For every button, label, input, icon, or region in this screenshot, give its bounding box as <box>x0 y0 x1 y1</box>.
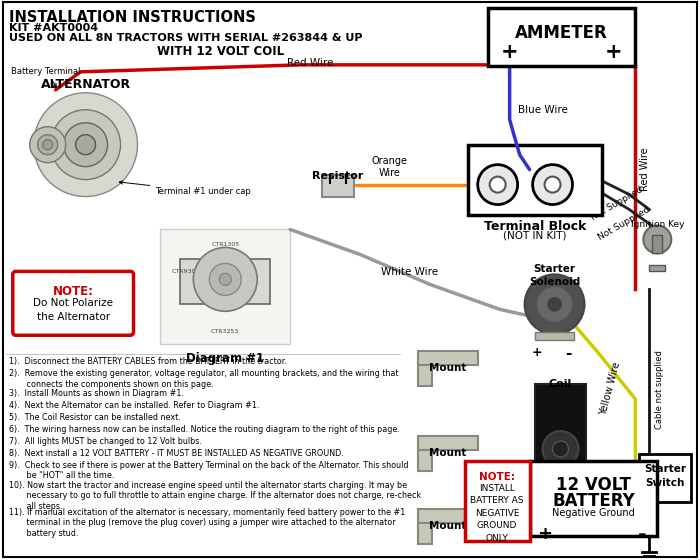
Bar <box>160 230 290 344</box>
Circle shape <box>533 165 573 204</box>
Bar <box>650 265 665 272</box>
Text: Yellow Wire: Yellow Wire <box>598 361 622 417</box>
Circle shape <box>29 127 66 162</box>
Text: Ignition Key: Ignition Key <box>631 220 684 228</box>
Text: USED ON ALL 8N TRACTORS WITH SERIAL #263844 & UP: USED ON ALL 8N TRACTORS WITH SERIAL #263… <box>9 33 363 43</box>
Text: 1).  Disconnect the BATTERY CABLES from the BATTERY in the tractor.: 1). Disconnect the BATTERY CABLES from t… <box>9 357 286 366</box>
Text: Resistor: Resistor <box>312 171 364 181</box>
Text: 5).  The Coil Resistor can be installed next.: 5). The Coil Resistor can be installed n… <box>9 413 181 422</box>
Text: Coil: Coil <box>549 379 572 389</box>
Circle shape <box>43 139 52 150</box>
Text: 3).  Install Mounts as shown in Diagram #1.: 3). Install Mounts as shown in Diagram #… <box>9 389 183 398</box>
Text: INSTALL
BATTERY AS
NEGATIVE
GROUND
ONLY: INSTALL BATTERY AS NEGATIVE GROUND ONLY <box>470 484 524 543</box>
Text: Mount: Mount <box>429 521 466 531</box>
Bar <box>418 509 477 523</box>
Text: 11). If manual excitation of the alternator is necessary, momentarily feed batte: 11). If manual excitation of the alterna… <box>9 508 405 538</box>
Text: Diagram #1: Diagram #1 <box>186 352 265 365</box>
Bar <box>535 384 587 469</box>
Text: 4).  Next the Alternator can be installed. Refer to Diagram #1.: 4). Next the Alternator can be installed… <box>9 401 259 410</box>
Text: Red Wire: Red Wire <box>287 58 333 68</box>
Bar <box>468 144 603 214</box>
Circle shape <box>34 93 137 197</box>
Circle shape <box>76 135 96 155</box>
Circle shape <box>537 286 573 322</box>
Text: 9).  Check to see if there is power at the Battery Terminal on the back of the A: 9). Check to see if there is power at th… <box>9 461 408 480</box>
Circle shape <box>547 296 563 312</box>
Circle shape <box>64 123 108 167</box>
Circle shape <box>219 273 231 286</box>
Text: CTR1305: CTR1305 <box>211 242 239 248</box>
Text: WITH 12 VOLT COIL: WITH 12 VOLT COIL <box>157 45 284 58</box>
Text: Negative Ground: Negative Ground <box>552 508 635 518</box>
Text: 6).  The wiring harness now can be installed. Notice the routing diagram to the : 6). The wiring harness now can be instal… <box>9 425 400 434</box>
Text: -: - <box>638 525 647 545</box>
Circle shape <box>643 226 671 254</box>
Bar <box>530 461 657 536</box>
Text: +: + <box>542 477 553 490</box>
Text: Terminal Block: Terminal Block <box>484 220 587 232</box>
Text: -: - <box>566 346 572 361</box>
Circle shape <box>193 248 257 311</box>
Text: Starter
Switch: Starter Switch <box>644 464 686 488</box>
Text: Cable not supplied: Cable not supplied <box>655 349 664 428</box>
Text: Orange
Wire: Orange Wire <box>372 156 408 178</box>
Text: Terminal #1 under cap: Terminal #1 under cap <box>120 181 251 196</box>
Circle shape <box>545 176 561 193</box>
Text: -: - <box>570 477 577 492</box>
Text: +: + <box>605 42 622 62</box>
Text: 12 VOLT: 12 VOLT <box>556 476 631 494</box>
Circle shape <box>50 110 120 180</box>
Bar <box>488 8 636 66</box>
Text: Not Supplied: Not Supplied <box>590 185 645 222</box>
Text: ALTERNATOR: ALTERNATOR <box>41 78 131 91</box>
Text: INSTALLATION INSTRUCTIONS: INSTALLATION INSTRUCTIONS <box>9 10 255 25</box>
Text: 8).  Next install a 12 VOLT BATTERY - IT MUST BE INSTALLED AS NEGATIVE GROUND.: 8). Next install a 12 VOLT BATTERY - IT … <box>9 449 344 458</box>
Text: +: + <box>500 42 519 62</box>
Text: Starter
Solenoid: Starter Solenoid <box>529 264 580 287</box>
Circle shape <box>524 274 584 334</box>
Text: CTR9304: CTR9304 <box>172 269 200 274</box>
Text: 2).  Remove the existing generator, voltage regulator, all mounting brackets, an: 2). Remove the existing generator, volta… <box>9 369 398 389</box>
Circle shape <box>490 176 505 193</box>
Bar <box>652 235 662 254</box>
Bar <box>418 351 477 365</box>
Text: 10). Now start the tractor and increase engine speed until the alternator starts: 10). Now start the tractor and increase … <box>9 481 421 511</box>
Bar <box>639 454 691 502</box>
Circle shape <box>552 441 568 457</box>
Circle shape <box>209 263 241 295</box>
Circle shape <box>38 135 57 155</box>
Text: AMMETER: AMMETER <box>515 24 608 42</box>
Text: White Wire: White Wire <box>382 267 438 277</box>
Text: 7).  All lights MUST be changed to 12 Volt bulbs.: 7). All lights MUST be changed to 12 Vol… <box>9 437 202 446</box>
Text: (NOT IN KIT): (NOT IN KIT) <box>503 231 567 240</box>
Bar <box>322 175 354 197</box>
Bar <box>418 365 432 386</box>
Text: NOTE:: NOTE: <box>480 472 515 482</box>
Text: Red Wire: Red Wire <box>640 148 650 192</box>
Text: CTR3253: CTR3253 <box>211 329 239 334</box>
Circle shape <box>542 431 578 467</box>
Text: Not Supplied: Not Supplied <box>597 204 652 241</box>
FancyBboxPatch shape <box>13 272 134 335</box>
Text: +: + <box>531 346 542 359</box>
Text: Mount: Mount <box>429 448 466 458</box>
Text: +: + <box>537 525 552 543</box>
Text: BATTERY: BATTERY <box>552 492 635 510</box>
Bar <box>181 259 270 304</box>
Bar <box>535 332 575 340</box>
Circle shape <box>477 165 517 204</box>
Text: Battery Terminal: Battery Terminal <box>10 67 80 87</box>
Text: Blue Wire: Blue Wire <box>517 105 568 115</box>
Text: Do Not Polarize
the Alternator: Do Not Polarize the Alternator <box>33 298 113 323</box>
Bar <box>418 450 432 471</box>
Text: Mount: Mount <box>429 363 466 373</box>
Text: KIT #AKT0004: KIT #AKT0004 <box>9 23 98 33</box>
Bar <box>418 436 477 450</box>
Text: NOTE:: NOTE: <box>52 286 94 298</box>
FancyBboxPatch shape <box>465 461 530 541</box>
Bar <box>418 523 432 544</box>
